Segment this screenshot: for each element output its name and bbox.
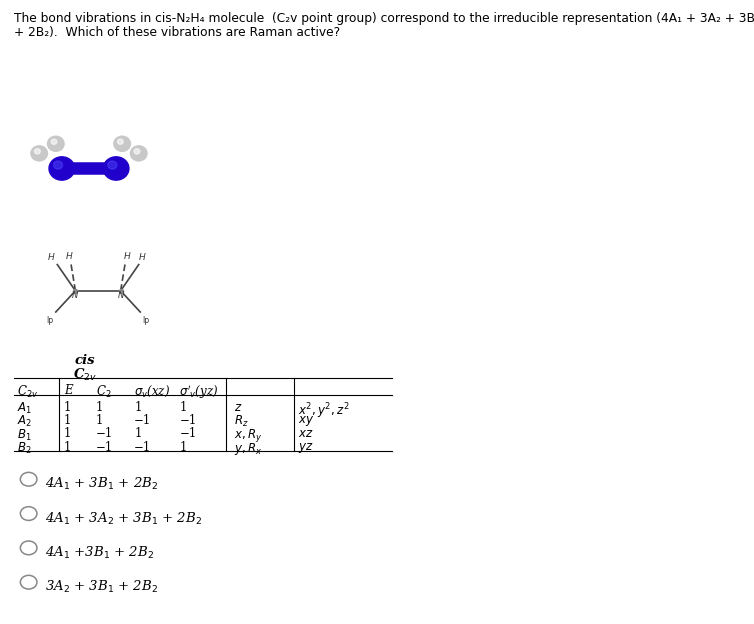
Text: −1: −1 — [179, 427, 197, 441]
Circle shape — [49, 157, 75, 180]
Circle shape — [103, 157, 129, 180]
Text: $\sigma_v$(xz): $\sigma_v$(xz) — [134, 384, 170, 399]
Circle shape — [108, 161, 117, 169]
Circle shape — [35, 149, 40, 154]
Text: + 2B₂).  Which of these vibrations are Raman active?: + 2B₂). Which of these vibrations are Ra… — [14, 26, 340, 39]
Text: C$_{2v}$: C$_{2v}$ — [17, 384, 38, 400]
Text: 1: 1 — [134, 427, 142, 441]
Circle shape — [51, 139, 57, 144]
Text: 1: 1 — [179, 401, 187, 414]
Text: The bond vibrations in cis-N₂H₄ molecule  (C₂v point group) correspond to the ir: The bond vibrations in cis-N₂H₄ molecule… — [14, 12, 754, 26]
Text: $z$: $z$ — [234, 401, 242, 414]
Text: −1: −1 — [134, 414, 152, 427]
Circle shape — [31, 146, 48, 161]
Text: $A_2$: $A_2$ — [17, 414, 32, 429]
Circle shape — [114, 136, 130, 152]
Text: 1: 1 — [96, 414, 103, 427]
Text: N: N — [72, 291, 78, 300]
Text: −1: −1 — [96, 441, 113, 454]
Text: $x^2, y^2, z^2$: $x^2, y^2, z^2$ — [298, 401, 350, 421]
Text: $\sigma'_v$(yz): $\sigma'_v$(yz) — [179, 384, 219, 401]
Text: 1: 1 — [64, 401, 72, 414]
Circle shape — [118, 139, 123, 144]
Text: lp: lp — [46, 316, 54, 324]
Text: −1: −1 — [179, 414, 197, 427]
Text: $y, R_x$: $y, R_x$ — [234, 441, 262, 457]
Text: 3A$_2$ + 3B$_1$ + 2B$_2$: 3A$_2$ + 3B$_1$ + 2B$_2$ — [45, 579, 158, 595]
Circle shape — [134, 149, 139, 154]
Text: H: H — [139, 253, 145, 262]
Text: 1: 1 — [134, 401, 142, 414]
Text: 4A$_1$ + 3A$_2$ + 3B$_1$ + 2B$_2$: 4A$_1$ + 3A$_2$ + 3B$_1$ + 2B$_2$ — [45, 510, 202, 527]
Text: $B_2$: $B_2$ — [17, 441, 31, 456]
Text: 4A$_1$ + 3B$_1$ + 2B$_2$: 4A$_1$ + 3B$_1$ + 2B$_2$ — [45, 476, 158, 492]
Text: cis: cis — [75, 354, 96, 368]
Text: N: N — [118, 291, 124, 300]
Text: −1: −1 — [134, 441, 152, 454]
Text: 1: 1 — [179, 441, 187, 454]
Text: C$_2$: C$_2$ — [96, 384, 112, 400]
Text: 1: 1 — [64, 414, 72, 427]
Text: 1: 1 — [64, 441, 72, 454]
Text: $B_1$: $B_1$ — [17, 427, 31, 442]
Text: $R_z$: $R_z$ — [234, 414, 248, 429]
Text: $yz$: $yz$ — [298, 441, 314, 454]
Text: H: H — [48, 253, 54, 262]
Text: H: H — [66, 252, 72, 261]
Text: 4A$_1$ +3B$_1$ + 2B$_2$: 4A$_1$ +3B$_1$ + 2B$_2$ — [45, 545, 155, 561]
Text: 1: 1 — [64, 427, 72, 441]
Circle shape — [54, 161, 63, 169]
Text: $xz$: $xz$ — [298, 427, 314, 441]
Text: E: E — [64, 384, 72, 397]
Text: C$_{2v}$: C$_{2v}$ — [73, 367, 97, 383]
Text: lp: lp — [143, 316, 150, 324]
Text: 1: 1 — [96, 401, 103, 414]
Circle shape — [130, 146, 147, 161]
Text: −1: −1 — [96, 427, 113, 441]
Circle shape — [48, 136, 64, 152]
Text: H: H — [124, 252, 130, 261]
Text: $xy$: $xy$ — [298, 414, 314, 428]
Text: $x, R_y$: $x, R_y$ — [234, 427, 262, 444]
Text: $A_1$: $A_1$ — [17, 401, 32, 416]
